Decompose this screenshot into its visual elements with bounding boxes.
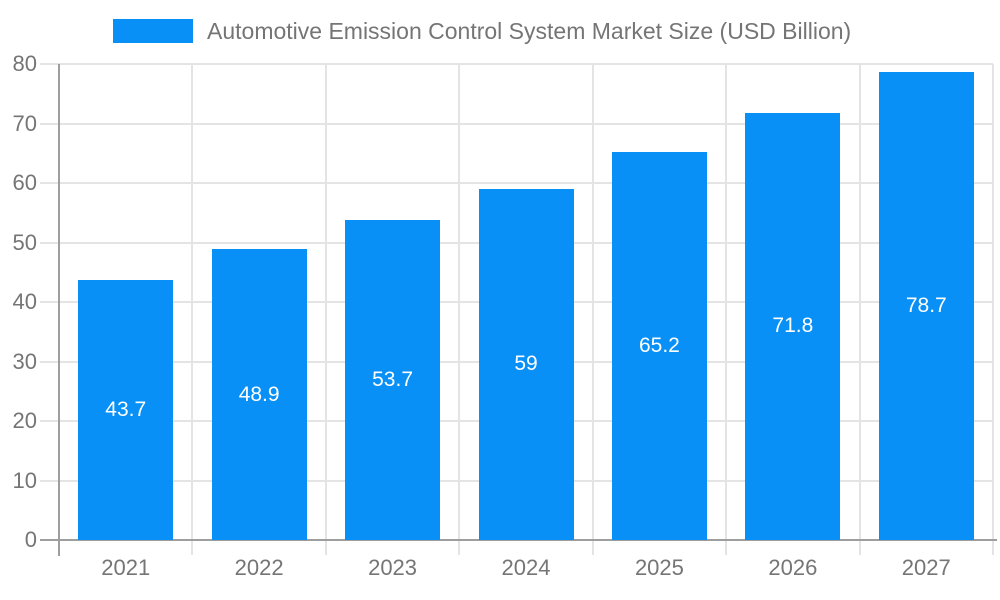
legend: Automotive Emission Control System Marke… — [113, 17, 851, 45]
y-tick-label: 70 — [12, 110, 37, 136]
bar-2022 — [211, 249, 307, 540]
bar-value-label: 78.7 — [905, 293, 947, 317]
y-axis-line — [58, 64, 60, 556]
y-tick-label: 20 — [12, 408, 37, 433]
y-tick-label: 80 — [12, 51, 37, 76]
x-gridline — [725, 64, 728, 555]
bar-2023 — [345, 220, 441, 540]
bar-2021 — [78, 279, 174, 540]
y-tick-label: 60 — [12, 170, 37, 195]
chart-title: Automotive Emission Control System Marke… — [207, 17, 852, 44]
legend-swatch — [113, 19, 193, 43]
x-tick-label: 2022 — [234, 555, 284, 580]
bar-value-label: 71.8 — [772, 314, 814, 338]
bar-value-label: 65.2 — [638, 334, 680, 358]
x-gridline — [591, 64, 594, 555]
y-gridline — [40, 182, 993, 184]
x-gridline — [992, 64, 994, 555]
x-gridline — [858, 64, 861, 555]
y-tick-label: 10 — [12, 467, 37, 493]
bar-2025 — [611, 152, 707, 540]
x-tick-label: 2025 — [634, 555, 684, 580]
x-tick-label: 2021 — [101, 555, 151, 580]
x-tick-label: 2024 — [501, 555, 551, 580]
bar-value-label: 53.7 — [372, 368, 413, 392]
x-tick-label: 2023 — [368, 555, 418, 580]
y-gridline — [40, 63, 993, 65]
bar-2026 — [745, 112, 841, 540]
x-gridline — [324, 64, 327, 555]
bar-2027 — [878, 71, 974, 540]
x-gridline — [191, 64, 194, 555]
x-gridline — [458, 64, 461, 555]
bar-value-label: 48.9 — [238, 382, 280, 406]
bar-value-label: 43.7 — [105, 397, 147, 421]
y-gridline — [40, 122, 993, 125]
x-tick-label: 2026 — [768, 555, 818, 580]
y-tick-label: 40 — [12, 289, 37, 314]
x-tick-label: 2027 — [901, 555, 951, 580]
y-tick-label: 50 — [12, 229, 37, 255]
x-axis-line — [40, 539, 997, 541]
y-tick-label: 30 — [12, 348, 37, 374]
bar-2024 — [478, 188, 574, 540]
bar-value-label: 59 — [514, 352, 538, 376]
y-tick-label: 0 — [24, 527, 37, 552]
